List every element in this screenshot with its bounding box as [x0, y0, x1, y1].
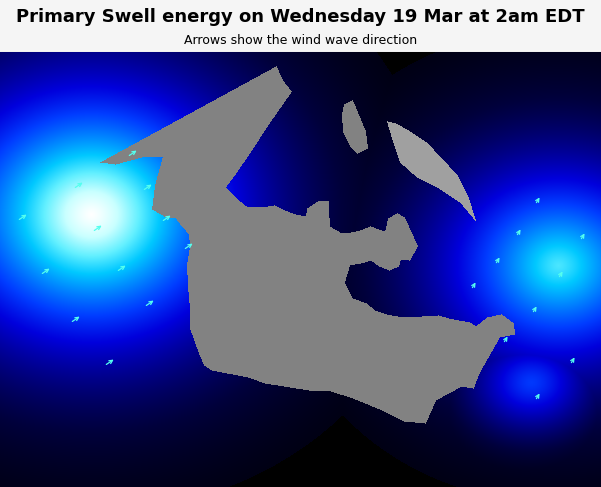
Text: Arrows show the wind wave direction: Arrows show the wind wave direction: [184, 34, 417, 47]
Text: Primary Swell energy on Wednesday 19 Mar at 2am EDT: Primary Swell energy on Wednesday 19 Mar…: [16, 8, 585, 26]
